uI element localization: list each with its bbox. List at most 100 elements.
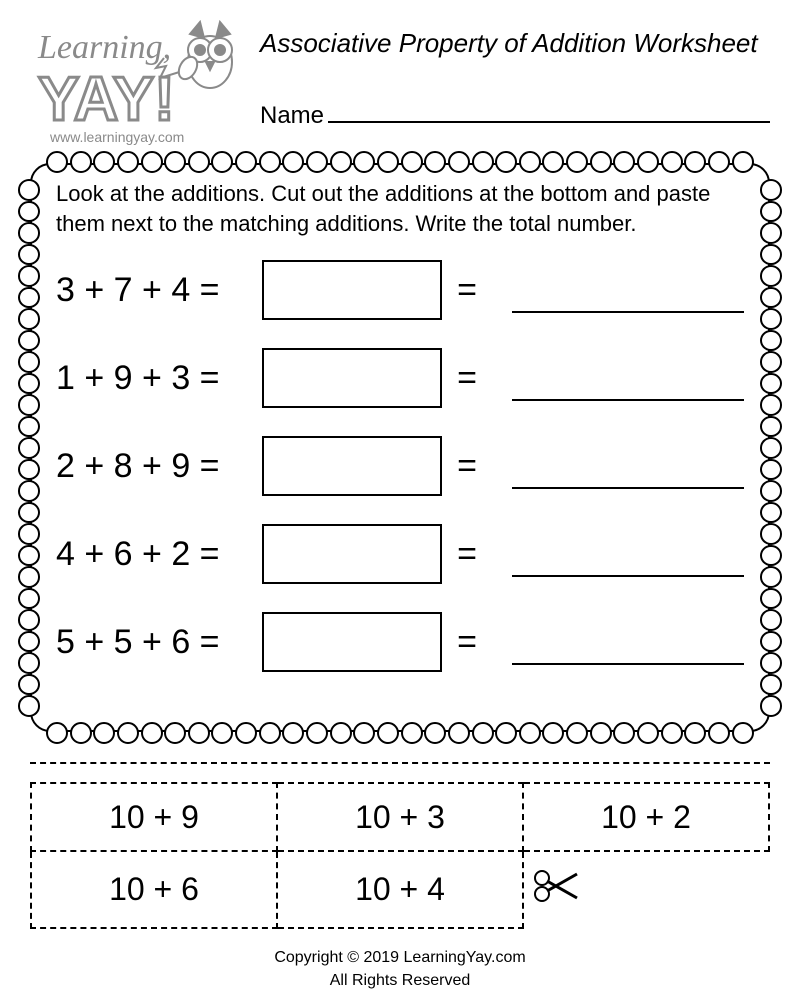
scallop-dot <box>18 351 40 373</box>
scallop-dot <box>353 722 375 744</box>
scallop-dot <box>732 722 754 744</box>
scallop-dot <box>760 265 782 287</box>
scallop-dot <box>760 437 782 459</box>
scallop-dot <box>306 722 328 744</box>
cutout-card[interactable]: 10 + 6 <box>31 851 277 928</box>
scallop-dot <box>732 151 754 173</box>
scallop-dot <box>472 151 494 173</box>
cutout-card[interactable]: 10 + 4 <box>277 851 523 928</box>
scallop-dot <box>760 631 782 653</box>
scallop-dot <box>117 722 139 744</box>
total-answer-line[interactable] <box>512 399 744 401</box>
scallop-dot <box>46 151 68 173</box>
scallop-dot <box>760 674 782 696</box>
scallop-dot <box>377 151 399 173</box>
paste-box[interactable] <box>262 612 442 672</box>
scissors-cell <box>523 851 769 928</box>
scallop-dot <box>472 722 494 744</box>
cutout-card[interactable]: 10 + 2 <box>523 783 769 851</box>
footer: Copyright © 2019 LearningYay.com All Rig… <box>30 947 770 992</box>
scallop-dot <box>211 151 233 173</box>
paste-box[interactable] <box>262 436 442 496</box>
cutout-card[interactable]: 10 + 3 <box>277 783 523 851</box>
scallop-dot <box>70 151 92 173</box>
problem-row: 3 + 7 + 4 == <box>56 260 744 320</box>
scallop-dot <box>637 722 659 744</box>
total-answer-line[interactable] <box>512 311 744 313</box>
problem-row: 5 + 5 + 6 == <box>56 612 744 672</box>
problem-row: 2 + 8 + 9 == <box>56 436 744 496</box>
worksheet-title: Associative Property of Addition Workshe… <box>260 28 770 59</box>
scallop-dot <box>18 308 40 330</box>
scissors-icon <box>532 866 582 906</box>
scallop-dot <box>117 151 139 173</box>
scallop-dot <box>330 722 352 744</box>
scallop-dot <box>18 437 40 459</box>
problem-row: 1 + 9 + 3 = = <box>56 348 744 408</box>
scallop-dot <box>353 151 375 173</box>
equals-sign: = <box>442 359 492 398</box>
scallop-dot <box>18 631 40 653</box>
scallop-dot <box>542 722 564 744</box>
scallop-dot <box>637 151 659 173</box>
scallop-dot <box>211 722 233 744</box>
scallop-dot <box>542 151 564 173</box>
equals-sign: = <box>442 271 492 310</box>
scallop-dot <box>760 308 782 330</box>
problem-row: 4 + 6 + 2 == <box>56 524 744 584</box>
scallop-dot <box>259 151 281 173</box>
scallop-dot <box>18 416 40 438</box>
problem-expression: 1 + 9 + 3 = <box>56 359 256 398</box>
paste-box[interactable] <box>262 524 442 584</box>
scallop-dot <box>18 695 40 717</box>
logo-learning-text: Learning, <box>37 29 171 66</box>
scallop-dot <box>18 244 40 266</box>
name-input-line[interactable] <box>328 101 770 123</box>
scallop-dot <box>760 179 782 201</box>
scallop-dot <box>18 373 40 395</box>
scallop-dot <box>760 394 782 416</box>
header: Learning, YAY! www.learningyay.com <box>30 20 770 155</box>
scallop-dot <box>760 545 782 567</box>
scallop-dot <box>401 722 423 744</box>
cutout-card[interactable]: 10 + 9 <box>31 783 277 851</box>
scallop-dot <box>18 566 40 588</box>
scallop-dot <box>18 523 40 545</box>
scallop-dot <box>760 416 782 438</box>
name-label: Name <box>260 102 324 130</box>
problem-expression: 5 + 5 + 6 = <box>56 623 256 662</box>
logo: Learning, YAY! www.learningyay.com <box>30 20 240 155</box>
scallop-dot <box>306 151 328 173</box>
scallop-dot <box>448 722 470 744</box>
scallop-dot <box>18 652 40 674</box>
cut-divider <box>30 762 770 764</box>
paste-box[interactable] <box>262 260 442 320</box>
scallop-dot <box>760 695 782 717</box>
scallop-dot <box>18 330 40 352</box>
scallop-dot <box>760 287 782 309</box>
scallop-dot <box>141 151 163 173</box>
scallop-dot <box>760 330 782 352</box>
total-answer-line[interactable] <box>512 663 744 665</box>
scallop-dot <box>760 351 782 373</box>
total-answer-line[interactable] <box>512 575 744 577</box>
scallop-dot <box>18 459 40 481</box>
scallop-dot <box>259 722 281 744</box>
scallop-dot <box>18 222 40 244</box>
scallop-dot <box>18 480 40 502</box>
scallop-dot <box>282 722 304 744</box>
scallop-dot <box>18 287 40 309</box>
scallop-dot <box>760 459 782 481</box>
scallop-dot <box>93 151 115 173</box>
rights-text: All Rights Reserved <box>30 970 770 992</box>
scallop-dot <box>566 151 588 173</box>
total-answer-line[interactable] <box>512 487 744 489</box>
scallop-dot <box>760 652 782 674</box>
scallop-dot <box>448 151 470 173</box>
scallop-dot <box>18 201 40 223</box>
paste-box[interactable] <box>262 348 442 408</box>
scallop-dot <box>613 151 635 173</box>
scallop-dot <box>141 722 163 744</box>
scallop-dot <box>46 722 68 744</box>
scallop-dot <box>330 151 352 173</box>
